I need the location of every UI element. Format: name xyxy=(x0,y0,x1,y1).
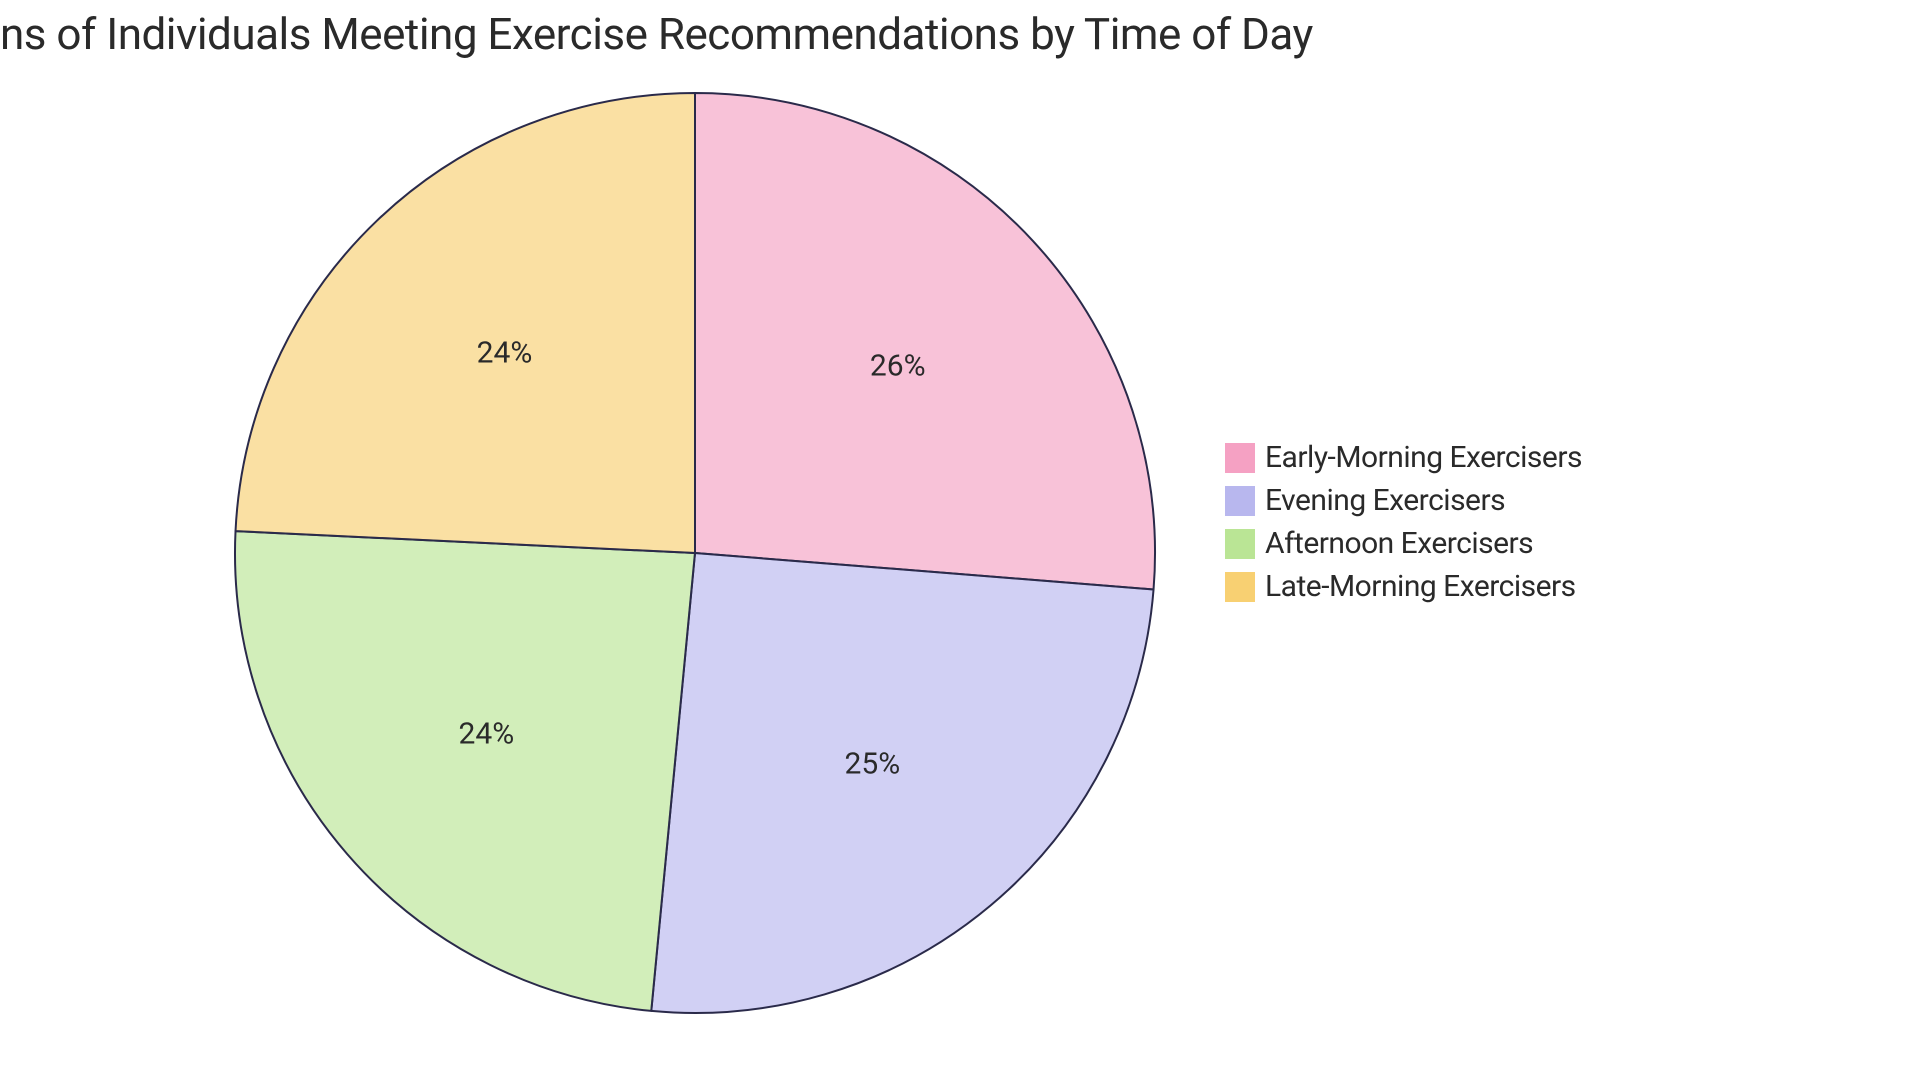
legend-swatch xyxy=(1225,486,1255,516)
slice-percent-label: 24% xyxy=(459,716,515,751)
legend-label: Early-Morning Exercisers xyxy=(1265,440,1582,475)
chart-title: ns of Individuals Meeting Exercise Recom… xyxy=(0,8,1920,60)
legend-swatch xyxy=(1225,572,1255,602)
legend-label: Late-Morning Exercisers xyxy=(1265,569,1576,604)
legend-item[interactable]: Evening Exercisers xyxy=(1225,483,1582,518)
pie-slice[interactable] xyxy=(235,531,695,1011)
pie-chart xyxy=(231,89,1159,1021)
pie-slice[interactable] xyxy=(236,93,695,553)
legend-swatch xyxy=(1225,443,1255,473)
legend-label: Evening Exercisers xyxy=(1265,483,1505,518)
legend: Early-Morning Exercisers Evening Exercise… xyxy=(1225,440,1582,604)
legend-item[interactable]: Afternoon Exercisers xyxy=(1225,526,1582,561)
legend-item[interactable]: Late-Morning Exercisers xyxy=(1225,569,1582,604)
slice-percent-label: 25% xyxy=(845,747,901,782)
legend-item[interactable]: Early-Morning Exercisers xyxy=(1225,440,1582,475)
legend-label: Afternoon Exercisers xyxy=(1265,526,1533,561)
pie-slice[interactable] xyxy=(695,93,1155,589)
pie-svg xyxy=(231,89,1159,1017)
slice-percent-label: 26% xyxy=(870,348,926,383)
slice-percent-label: 24% xyxy=(477,336,533,371)
legend-swatch xyxy=(1225,529,1255,559)
pie-slice[interactable] xyxy=(651,553,1153,1013)
